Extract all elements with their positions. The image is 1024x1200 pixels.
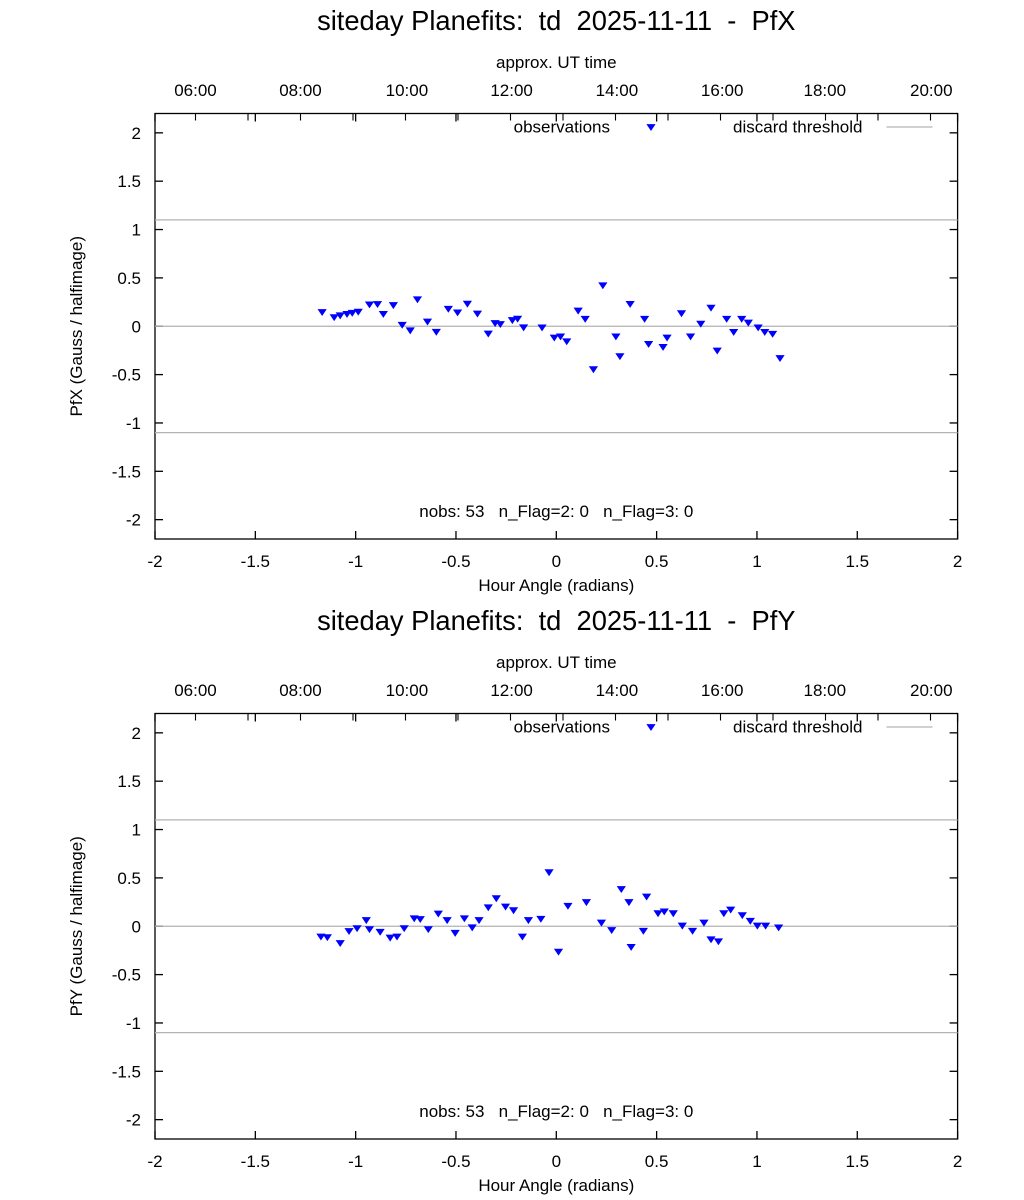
svg-text:1.5: 1.5: [845, 1152, 869, 1171]
svg-text:approx. UT time: approx. UT time: [496, 653, 617, 672]
svg-text:1: 1: [132, 821, 141, 840]
svg-text:-1.5: -1.5: [112, 462, 141, 481]
svg-text:-1: -1: [126, 1014, 141, 1033]
svg-text:14:00: 14:00: [596, 681, 639, 700]
svg-text:-2: -2: [147, 552, 162, 571]
svg-text:0.5: 0.5: [645, 1152, 669, 1171]
svg-text:observations: observations: [514, 118, 610, 137]
svg-text:12:00: 12:00: [490, 81, 533, 100]
svg-text:-2: -2: [126, 1111, 141, 1130]
svg-text:-1.5: -1.5: [241, 552, 270, 571]
svg-text:-0.5: -0.5: [112, 966, 141, 985]
svg-text:16:00: 16:00: [701, 81, 744, 100]
svg-text:10:00: 10:00: [386, 81, 429, 100]
svg-text:06:00: 06:00: [174, 681, 217, 700]
svg-text:0.5: 0.5: [117, 869, 141, 888]
svg-text:08:00: 08:00: [279, 681, 322, 700]
svg-text:PfX (Gauss / halfimage): PfX (Gauss / halfimage): [67, 236, 86, 416]
svg-text:20:00: 20:00: [910, 81, 953, 100]
svg-text:-1.5: -1.5: [241, 1152, 270, 1171]
svg-text:1.5: 1.5: [117, 772, 141, 791]
svg-text:-0.5: -0.5: [441, 1152, 470, 1171]
svg-text:12:00: 12:00: [490, 681, 533, 700]
svg-text:-0.5: -0.5: [441, 552, 470, 571]
svg-text:18:00: 18:00: [804, 81, 847, 100]
svg-text:08:00: 08:00: [279, 81, 322, 100]
svg-text:nobs: 53 n_Flag=2: 0 n_Fla: nobs: 53 n_Flag=2: 0 n_Flag=3: 0: [419, 1102, 693, 1121]
svg-text:Hour Angle (radians): Hour Angle (radians): [478, 576, 634, 595]
svg-text:-1.5: -1.5: [112, 1062, 141, 1081]
svg-text:1: 1: [752, 1152, 761, 1171]
svg-text:-1: -1: [126, 414, 141, 433]
svg-text:approx. UT time: approx. UT time: [496, 53, 617, 72]
svg-text:0.5: 0.5: [645, 552, 669, 571]
svg-text:discard threshold: discard threshold: [733, 718, 862, 737]
svg-text:20:00: 20:00: [910, 681, 953, 700]
svg-text:0: 0: [132, 917, 141, 936]
svg-text:-1: -1: [348, 1152, 363, 1171]
svg-text:1: 1: [132, 221, 141, 240]
svg-text:18:00: 18:00: [804, 681, 847, 700]
svg-text:2: 2: [132, 124, 141, 143]
svg-text:10:00: 10:00: [386, 681, 429, 700]
svg-text:Hour Angle (radians): Hour Angle (radians): [478, 1176, 634, 1195]
svg-text:siteday Planefits: td 2025-1: siteday Planefits: td 2025-11-11 - PfX: [317, 5, 795, 36]
svg-text:-0.5: -0.5: [112, 366, 141, 385]
svg-text:-2: -2: [147, 1152, 162, 1171]
svg-text:PfY (Gauss / halfimage): PfY (Gauss / halfimage): [67, 836, 86, 1016]
svg-text:siteday Planefits: td 2025-1: siteday Planefits: td 2025-11-11 - PfY: [317, 605, 795, 636]
svg-text:2: 2: [132, 724, 141, 743]
svg-text:14:00: 14:00: [596, 81, 639, 100]
svg-text:nobs: 53 n_Flag=2: 0 n_Fla: nobs: 53 n_Flag=2: 0 n_Flag=3: 0: [419, 502, 693, 521]
svg-text:observations: observations: [514, 718, 610, 737]
svg-text:1: 1: [752, 552, 761, 571]
svg-text:0: 0: [132, 317, 141, 336]
svg-text:16:00: 16:00: [701, 681, 744, 700]
svg-text:0: 0: [552, 552, 561, 571]
svg-text:06:00: 06:00: [174, 81, 217, 100]
svg-text:2: 2: [953, 552, 962, 571]
svg-text:-2: -2: [126, 511, 141, 530]
svg-text:0: 0: [552, 1152, 561, 1171]
svg-text:1.5: 1.5: [117, 172, 141, 191]
svg-text:2: 2: [953, 1152, 962, 1171]
svg-text:discard threshold: discard threshold: [733, 118, 862, 137]
svg-text:1.5: 1.5: [845, 552, 869, 571]
svg-text:-1: -1: [348, 552, 363, 571]
svg-text:0.5: 0.5: [117, 269, 141, 288]
